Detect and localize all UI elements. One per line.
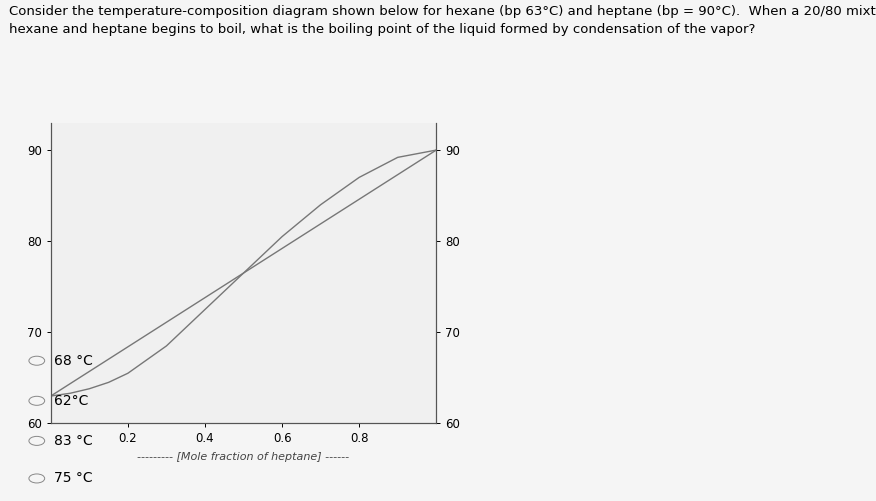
Text: 68 °C: 68 °C [54, 354, 93, 368]
Text: 62°C: 62°C [54, 394, 88, 408]
Text: 83 °C: 83 °C [54, 434, 93, 448]
Text: 75 °C: 75 °C [54, 471, 93, 485]
Text: hexane and heptane begins to boil, what is the boiling point of the liquid forme: hexane and heptane begins to boil, what … [9, 23, 755, 36]
Text: Consider the temperature-composition diagram shown below for hexane (bp 63°C) an: Consider the temperature-composition dia… [9, 5, 876, 18]
X-axis label: --------- [Mole fraction of heptane] ------: --------- [Mole fraction of heptane] ---… [138, 452, 350, 462]
